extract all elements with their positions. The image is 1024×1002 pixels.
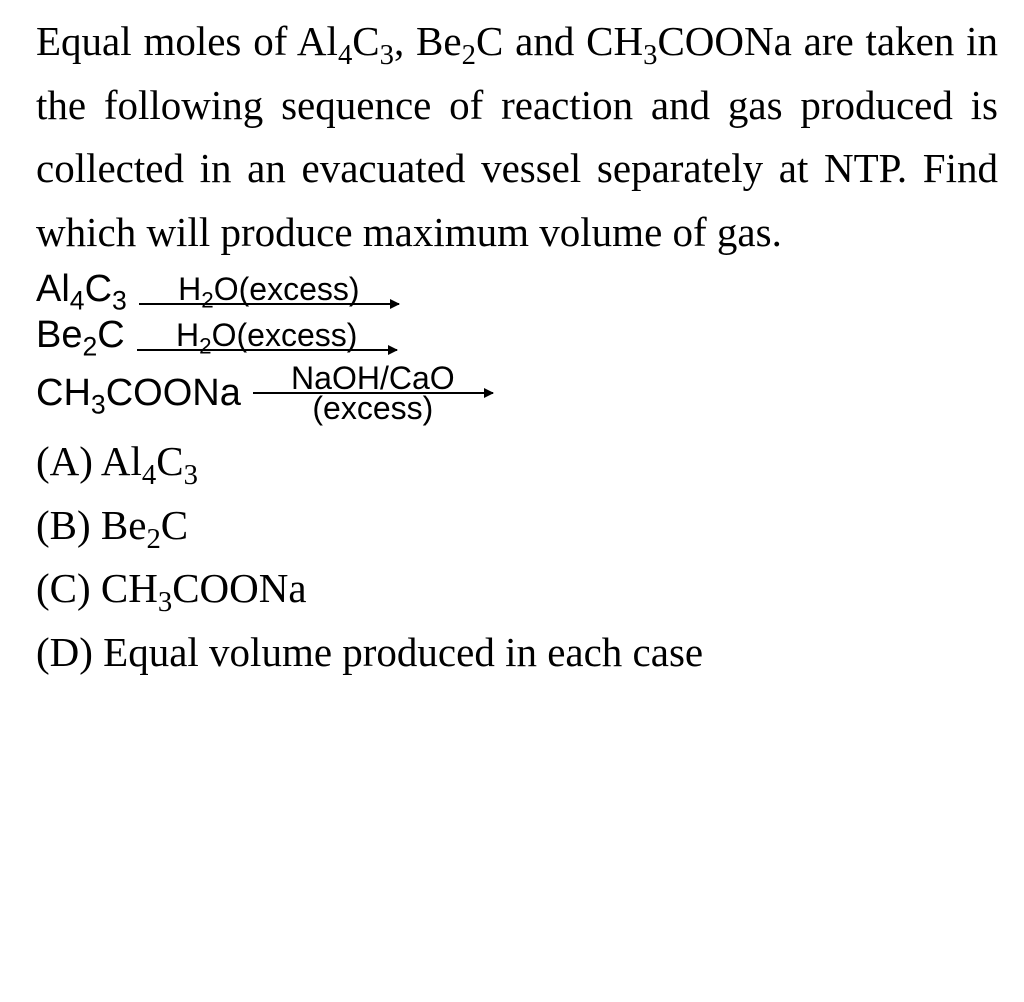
sub: 3 <box>112 286 127 316</box>
sub: 4 <box>142 459 156 491</box>
sub: 3 <box>91 390 106 420</box>
opt-frag: C <box>156 438 183 484</box>
option-c: (C) CH3COONa <box>36 559 998 618</box>
opt-frag: (B) Be <box>36 502 146 548</box>
q-frag: produce maximum volume of gas. <box>220 209 781 255</box>
reaction-list: Al4C3 H2O(excess) Be2C H2O(excess) <box>36 270 998 424</box>
label-frag: H <box>176 317 199 353</box>
reactant-frag: C <box>97 314 124 356</box>
arrow-top-label: H2O(excess) <box>178 273 359 305</box>
reactant: CH3COONa <box>36 374 241 412</box>
option-a: (A) Al4C3 <box>36 432 998 491</box>
sub: 4 <box>338 39 352 71</box>
opt-frag: (C) CH <box>36 565 158 611</box>
arrow-top-label: H2O(excess) <box>176 319 357 351</box>
sub: 3 <box>380 39 394 71</box>
reactant-frag: CH <box>36 372 91 414</box>
sub: 2 <box>82 332 97 362</box>
reactant-frag: Al <box>36 268 70 310</box>
label-frag: H <box>178 271 201 307</box>
arrow-line-icon <box>137 349 397 351</box>
reactant: Al4C3 <box>36 270 127 308</box>
opt-frag: (A) Al <box>36 438 142 484</box>
option-b: (B) Be2C <box>36 496 998 555</box>
reactant: Be2C <box>36 316 125 354</box>
reaction-row: Al4C3 H2O(excess) <box>36 270 998 308</box>
q-frag: COONa <box>657 18 791 64</box>
sub: 3 <box>158 586 172 618</box>
sub: 3 <box>643 39 657 71</box>
question-text: Equal moles of Al4C3, Be2C and CH3COONa … <box>36 10 998 264</box>
arrow-line-icon <box>253 392 493 394</box>
label-frag: O(excess) <box>214 271 360 307</box>
q-frag: C <box>352 18 379 64</box>
arrow-bottom-label: (excess) <box>312 392 433 424</box>
reactant-frag: COONa <box>106 372 241 414</box>
reactant-frag: C <box>85 268 112 310</box>
opt-frag: C <box>161 502 188 548</box>
reaction-arrow: NaOH/CaO (excess) <box>253 362 493 424</box>
option-d: (D) Equal volume produced in each case <box>36 623 998 682</box>
sub: 2 <box>462 39 476 71</box>
sub: 3 <box>184 459 198 491</box>
label-frag: O(excess) <box>212 317 358 353</box>
q-frag: Equal moles of Al <box>36 18 338 64</box>
reaction-arrow: H2O(excess) <box>139 273 399 305</box>
q-frag: , Be <box>394 18 462 64</box>
arrow-line-icon <box>139 303 399 305</box>
reactant-frag: Be <box>36 314 82 356</box>
page-root: Equal moles of Al4C3, Be2C and CH3COONa … <box>0 0 1024 696</box>
reaction-row: Be2C H2O(excess) <box>36 316 998 354</box>
reaction-arrow: H2O(excess) <box>137 319 397 351</box>
sub: 4 <box>70 286 85 316</box>
sub: 2 <box>199 334 211 359</box>
sub: 2 <box>146 523 160 555</box>
sub: 2 <box>201 288 213 313</box>
q-frag: C and CH <box>476 18 643 64</box>
opt-frag: COONa <box>172 565 306 611</box>
options-list: (A) Al4C3 (B) Be2C (C) CH3COONa (D) Equa… <box>36 432 998 682</box>
reaction-row: CH3COONa NaOH/CaO (excess) <box>36 362 998 424</box>
